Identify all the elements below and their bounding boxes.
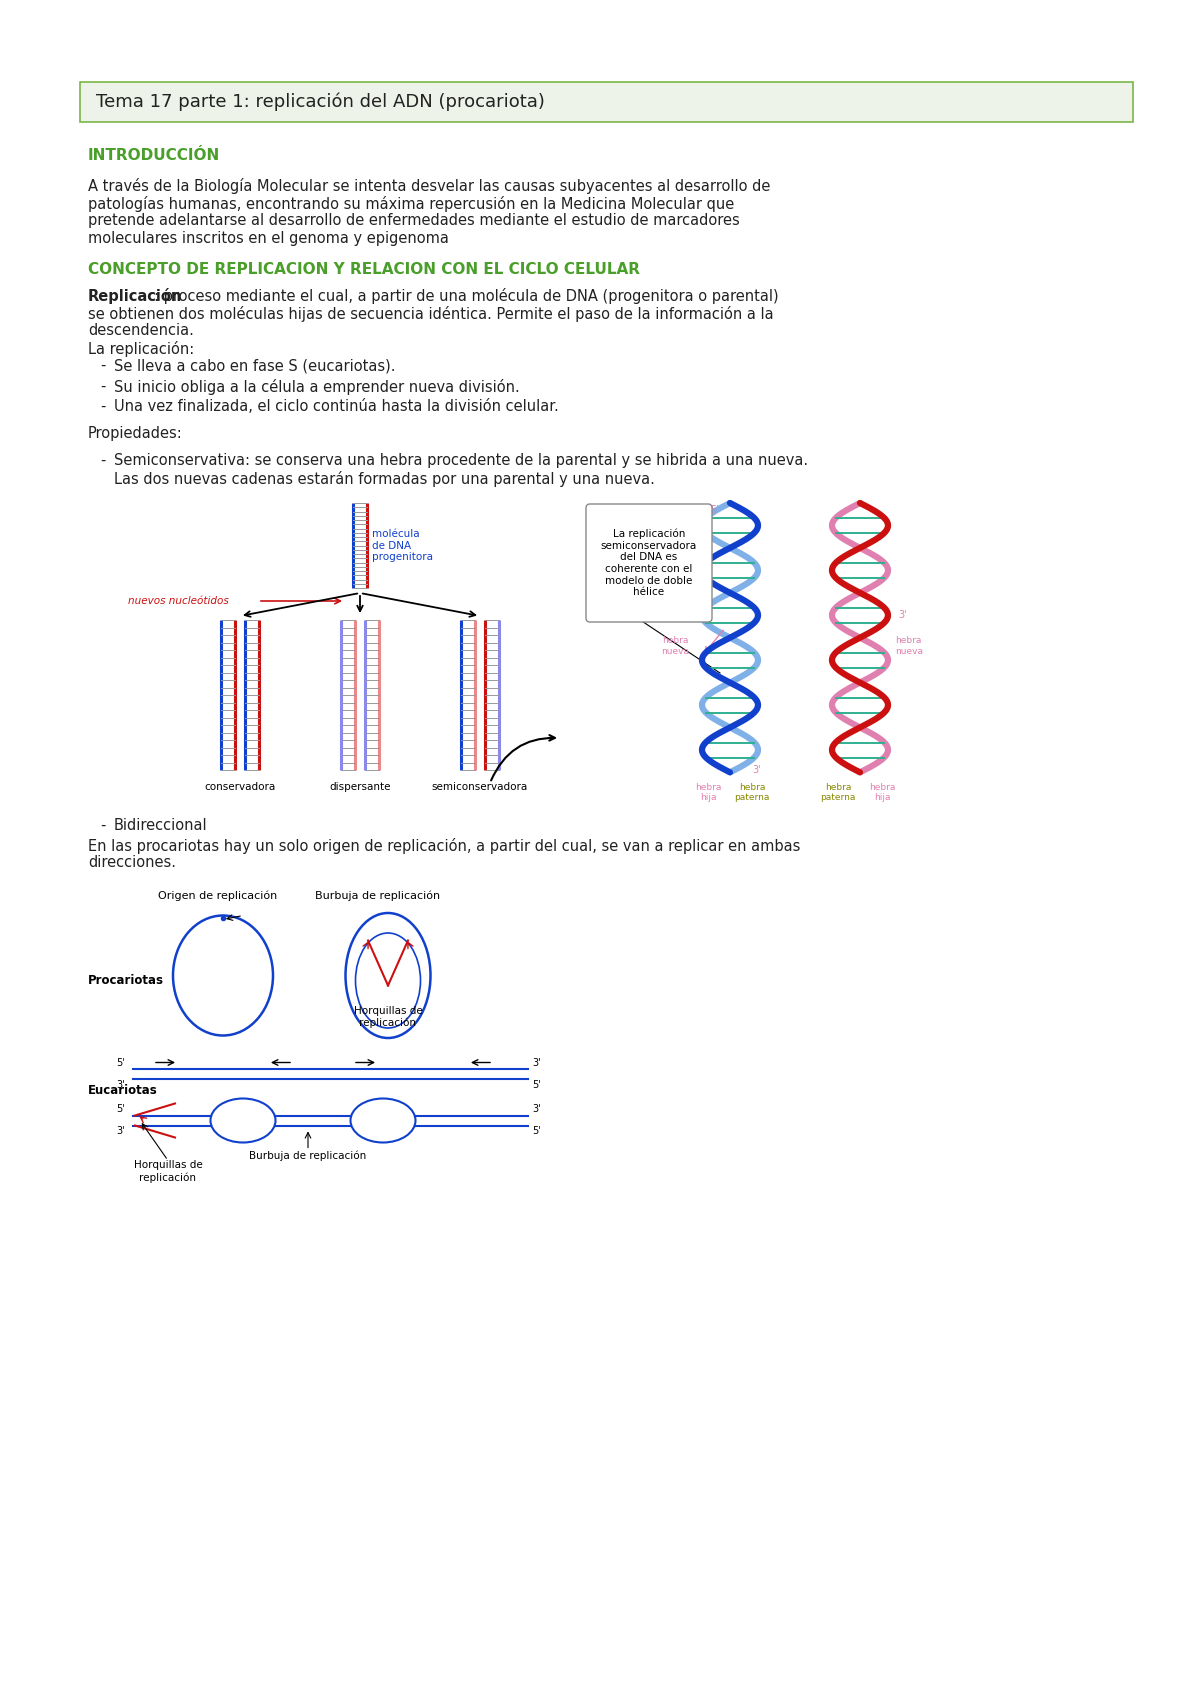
Text: Tema 17 parte 1: replicación del ADN (procariota): Tema 17 parte 1: replicación del ADN (pr…: [96, 93, 545, 112]
Text: 5': 5': [116, 1104, 125, 1114]
Text: Eucariotas: Eucariotas: [88, 1083, 157, 1097]
Text: 5': 5': [710, 504, 719, 514]
Text: Horquillas de
replicación: Horquillas de replicación: [354, 1005, 422, 1027]
FancyBboxPatch shape: [586, 504, 712, 621]
Text: Origen de replicación: Origen de replicación: [158, 890, 277, 902]
Text: hebra
hija: hebra hija: [869, 783, 895, 803]
Text: La replicación
semiconservadora
del DNA es
coherente con el
modelo de doble
héli: La replicación semiconservadora del DNA …: [601, 528, 697, 598]
Text: En las procariotas hay un solo origen de replicación, a partir del cual, se van : En las procariotas hay un solo origen de…: [88, 837, 800, 854]
Text: -: -: [100, 453, 106, 469]
Text: 5': 5': [532, 1126, 541, 1136]
Text: CONCEPTO DE REPLICACION Y RELACION CON EL CICLO CELULAR: CONCEPTO DE REPLICACION Y RELACION CON E…: [88, 261, 640, 277]
Text: -: -: [100, 818, 106, 834]
Text: 3': 3': [898, 610, 907, 620]
Text: hebra
paterna: hebra paterna: [821, 783, 856, 803]
Text: Se lleva a cabo en fase S (eucariotas).: Se lleva a cabo en fase S (eucariotas).: [114, 358, 396, 374]
Text: A través de la Biología Molecular se intenta desvelar las causas subyacentes al : A través de la Biología Molecular se int…: [88, 178, 770, 194]
Text: INTRODUCCIÓN: INTRODUCCIÓN: [88, 148, 221, 163]
Text: direcciones.: direcciones.: [88, 856, 176, 869]
Text: moleculares inscritos en el genoma y epigenoma: moleculares inscritos en el genoma y epi…: [88, 231, 449, 246]
Text: La replicación:: La replicación:: [88, 341, 194, 357]
Text: Las dos nuevas cadenas estarán formadas por una parental y una nueva.: Las dos nuevas cadenas estarán formadas …: [114, 470, 655, 487]
Ellipse shape: [350, 1099, 415, 1143]
Text: -: -: [100, 379, 106, 394]
Text: Semiconservativa: se conserva una hebra procedente de la parental y se hibrida a: Semiconservativa: se conserva una hebra …: [114, 453, 808, 469]
Text: se obtienen dos moléculas hijas de secuencia idéntica. Permite el paso de la inf: se obtienen dos moléculas hijas de secue…: [88, 306, 774, 321]
Text: Procariotas: Procariotas: [88, 975, 164, 987]
Text: hebra
hija: hebra hija: [695, 783, 721, 803]
Text: -: -: [100, 358, 106, 374]
Text: 5': 5': [532, 1080, 541, 1090]
Text: 5': 5': [116, 1058, 125, 1068]
Text: -: -: [100, 399, 106, 414]
Text: Burbuja de replicación: Burbuja de replicación: [316, 890, 440, 902]
Text: Horquillas de
replicación: Horquillas de replicación: [133, 1160, 203, 1184]
Text: 3': 3': [752, 766, 761, 774]
Text: Su inicio obliga a la célula a emprender nueva división.: Su inicio obliga a la célula a emprender…: [114, 379, 520, 394]
Text: pretende adelantarse al desarrollo de enfermedades mediante el estudio de marcad: pretende adelantarse al desarrollo de en…: [88, 212, 739, 228]
FancyBboxPatch shape: [80, 82, 1133, 122]
Text: 3': 3': [116, 1080, 125, 1090]
Text: 3': 3': [532, 1104, 541, 1114]
Text: Bidireccional: Bidireccional: [114, 818, 208, 834]
Text: Una vez finalizada, el ciclo continúa hasta la división celular.: Una vez finalizada, el ciclo continúa ha…: [114, 399, 559, 414]
Ellipse shape: [210, 1099, 276, 1143]
Text: hebra
paterna: hebra paterna: [734, 783, 769, 803]
Text: semiconservadora: semiconservadora: [432, 783, 528, 791]
Text: hebra
nueva: hebra nueva: [661, 637, 689, 655]
Text: Propiedades:: Propiedades:: [88, 426, 182, 440]
Text: molécula
de DNA
progenitora: molécula de DNA progenitora: [372, 528, 433, 562]
Text: conservadora: conservadora: [204, 783, 276, 791]
Text: descendencia.: descendencia.: [88, 323, 194, 338]
Text: : proceso mediante el cual, a partir de una molécula de DNA (progenitora o paren: : proceso mediante el cual, a partir de …: [154, 289, 779, 304]
Text: 3': 3': [116, 1126, 125, 1136]
Text: Replicación: Replicación: [88, 289, 182, 304]
Text: Burbuja de replicación: Burbuja de replicación: [250, 1151, 367, 1161]
Text: 3': 3': [532, 1058, 541, 1068]
Text: nuevos nucleótidos: nuevos nucleótidos: [128, 596, 229, 606]
Text: patologías humanas, encontrando su máxima repercusión en la Medicina Molecular q: patologías humanas, encontrando su máxim…: [88, 195, 734, 212]
Text: dispersante: dispersante: [329, 783, 391, 791]
Text: hebra
nueva: hebra nueva: [895, 637, 923, 655]
